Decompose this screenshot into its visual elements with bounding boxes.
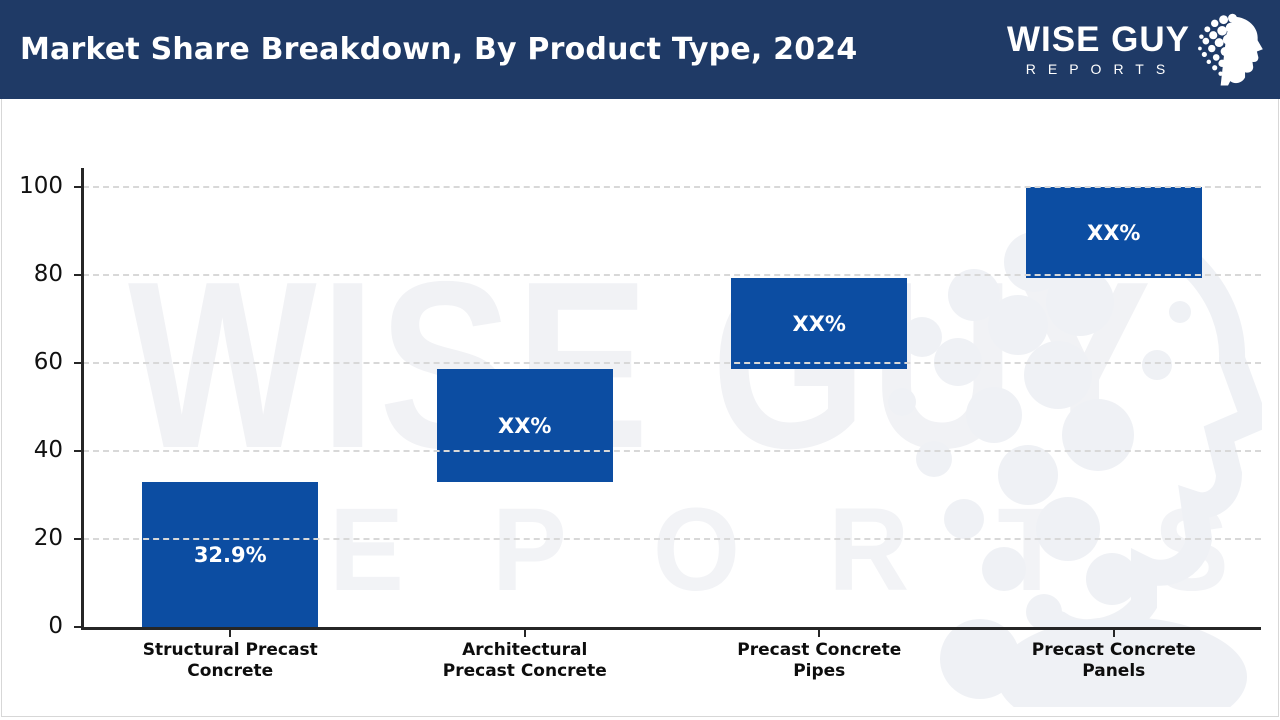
grid-line	[83, 450, 1261, 452]
x-tick-mark	[523, 630, 526, 637]
grid-line	[83, 362, 1261, 364]
x-axis-label: Structural Precast Concrete	[142, 640, 318, 682]
x-tick-mark	[1112, 630, 1115, 637]
y-tick-label: 20	[33, 525, 63, 551]
x-axis-label: Precast Concrete Pipes	[737, 640, 902, 682]
brand-logo: WISE GUY REPORTS	[1007, 7, 1280, 93]
y-tick-label: 80	[33, 261, 63, 287]
x-tick-mark	[229, 630, 232, 637]
y-tick-label: 0	[48, 613, 63, 639]
bar-value-label: XX%	[792, 311, 846, 336]
grid-line	[83, 274, 1261, 276]
y-tick-mark	[74, 538, 83, 540]
x-axis-label: Precast Concrete Panels	[1031, 640, 1196, 682]
bar-value-label: XX%	[1087, 220, 1141, 245]
x-axis-line	[81, 627, 1261, 630]
y-tick-mark	[74, 274, 83, 276]
brand-subtitle: REPORTS	[1025, 61, 1178, 77]
grid-line	[83, 538, 1261, 540]
y-tick-mark	[74, 626, 83, 628]
bar-segment: XX%	[436, 369, 613, 483]
y-tick-label: 40	[33, 437, 63, 463]
y-axis-line	[81, 168, 84, 630]
brand-text: WISE GUY REPORTS	[1007, 22, 1190, 77]
grid-line	[83, 186, 1261, 188]
bar-segment: XX%	[731, 278, 908, 370]
bar-segment: XX%	[1025, 187, 1202, 279]
y-tick-mark	[74, 362, 83, 364]
bar-segment: 32.9%	[142, 482, 319, 627]
dotted-head-logo-icon	[1198, 13, 1263, 86]
y-tick-label: 60	[33, 349, 63, 375]
y-tick-mark	[74, 186, 83, 188]
header-bar: Market Share Breakdown, By Product Type,…	[0, 0, 1280, 99]
page-title: Market Share Breakdown, By Product Type,…	[20, 32, 858, 67]
y-tick-mark	[74, 450, 83, 452]
y-tick-label: 100	[19, 173, 63, 199]
x-tick-mark	[818, 630, 821, 637]
x-axis-label: Architectural Precast Concrete	[442, 640, 607, 682]
brand-name: WISE GUY	[1006, 20, 1190, 59]
bar-value-label: XX%	[498, 413, 552, 438]
bar-value-label: 32.9%	[193, 542, 267, 567]
